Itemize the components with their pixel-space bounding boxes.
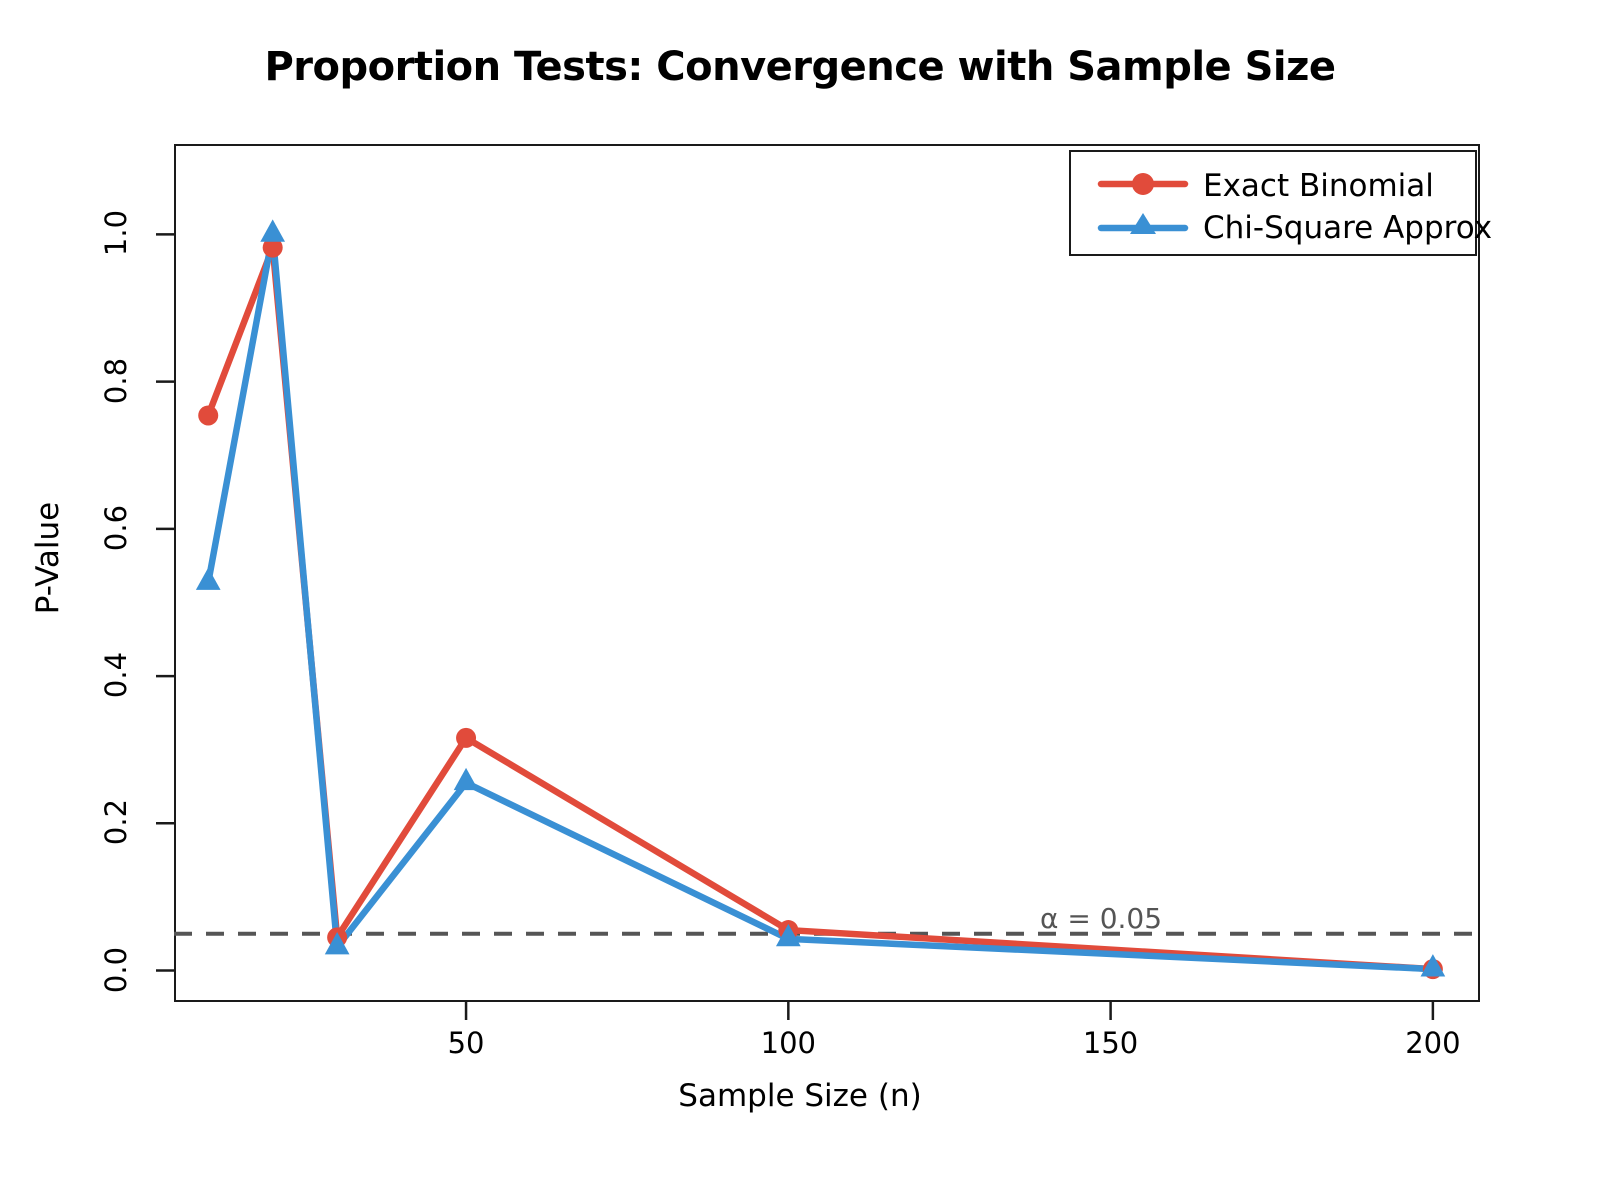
x-tick-label: 50 <box>447 1026 485 1060</box>
legend-swatch-triangle <box>1097 213 1189 234</box>
y-tick-label: 0.6 <box>99 504 133 551</box>
chart-legend: Exact Binomial Chi-Square Approx <box>1069 150 1492 256</box>
x-axis-label: Sample Size (n) <box>678 1078 922 1114</box>
x-tick-label: 150 <box>1082 1026 1139 1060</box>
y-axis-ticks <box>156 233 176 972</box>
y-tick-label: 0.0 <box>99 946 133 993</box>
x-tick-label: 200 <box>1405 1026 1461 1060</box>
legend-entry-chi-square-approx: Chi-Square Approx <box>1071 206 1492 254</box>
legend-entry-exact-binomial: Exact Binomial <box>1071 164 1475 212</box>
y-tick-label: 0.2 <box>99 799 133 846</box>
x-tick-label: 100 <box>760 1026 816 1060</box>
x-axis-ticks <box>464 1000 1435 1020</box>
chart-title: Proportion Tests: Convergence with Sampl… <box>264 44 1336 90</box>
y-axis-label: P-Value <box>30 501 66 615</box>
plot-area <box>174 144 1480 1002</box>
alpha-threshold-label: α = 0.05 <box>1040 901 1163 935</box>
legend-swatch-circle <box>1097 173 1189 195</box>
legend-label-exact-binomial: Exact Binomial <box>1203 168 1434 204</box>
legend-label-chi-square-approx: Chi-Square Approx <box>1203 210 1493 246</box>
y-tick-label: 0.4 <box>99 652 133 699</box>
y-tick-label: 0.8 <box>99 357 133 404</box>
y-tick-label: 1.0 <box>99 210 133 257</box>
